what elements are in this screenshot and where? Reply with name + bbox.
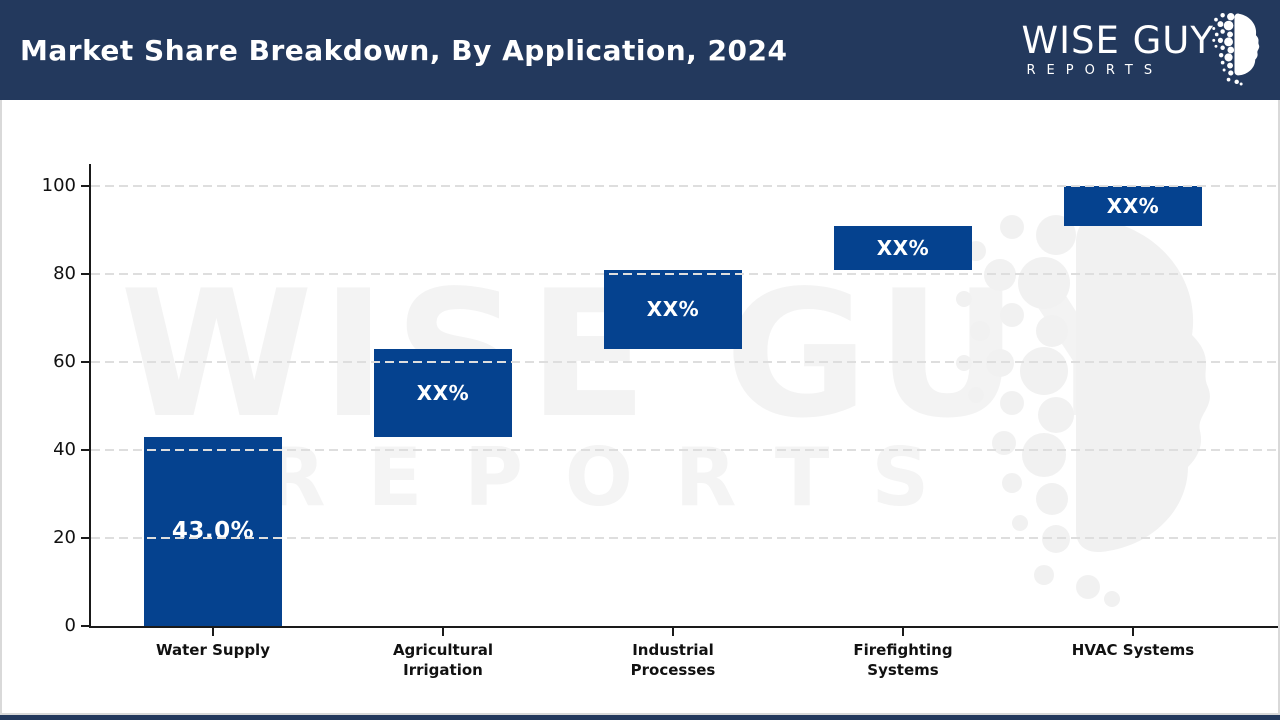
gridline-100	[91, 185, 1278, 187]
x-tick-label-water-supply: Water Supply	[156, 641, 270, 659]
y-tick-mark	[81, 273, 89, 275]
gridline-40	[91, 449, 1278, 451]
chart-area: WISE GUY REPORTS 0 20 40 60 80 100 43.0% Water …	[0, 100, 1280, 715]
bar-value-label: XX%	[416, 380, 470, 405]
x-tick-label-firefighting-systems: Firefighting Systems	[853, 641, 953, 679]
y-tick-mark	[81, 625, 89, 627]
page-title: Market Share Breakdown, By Application, …	[20, 33, 788, 67]
bar-value-label: XX%	[646, 297, 700, 322]
bar-hvac-systems: XX%	[1064, 186, 1202, 226]
brand-name: WISE GUY	[1021, 19, 1214, 62]
y-tick-mark	[81, 185, 89, 187]
y-tick-mark	[81, 449, 89, 451]
y-tick-label: 40	[53, 439, 76, 460]
bar-value-label: 43.0%	[171, 518, 255, 545]
gridline-60	[91, 361, 1278, 363]
gridline-20	[91, 537, 1278, 539]
bar-value-label: XX%	[1106, 193, 1160, 218]
brand-logo-text: WISE GUY REPORTS	[1022, 22, 1214, 78]
y-tick-label: 100	[41, 175, 76, 196]
x-tick-label-hvac-systems: HVAC Systems	[1071, 641, 1195, 659]
bar-water-supply: 43.0%	[144, 436, 282, 626]
y-tick-label: 20	[53, 527, 76, 548]
x-tick-mark	[212, 628, 214, 636]
brand-subtitle: REPORTS	[1026, 63, 1164, 78]
bar-firefighting-systems: XX%	[834, 225, 972, 270]
bar-value-label: XX%	[876, 235, 930, 260]
gridline-80	[91, 273, 1278, 275]
x-axis-spine	[89, 626, 1278, 628]
bar-agricultural-irrigation: XX%	[374, 348, 512, 437]
y-axis-spine	[89, 164, 91, 628]
x-tick-mark	[1132, 628, 1134, 636]
x-tick-mark	[442, 628, 444, 636]
y-tick-label: 60	[53, 351, 76, 372]
x-tick-mark	[672, 628, 674, 636]
x-tick-mark	[902, 628, 904, 636]
y-tick-label: 80	[53, 263, 76, 284]
y-tick-label: 0	[64, 615, 76, 636]
header-bar: Market Share Breakdown, By Application, …	[0, 0, 1280, 100]
y-tick-mark	[81, 361, 89, 363]
x-tick-label-industrial-processes: Industrial Processes	[630, 641, 716, 679]
footer-accent-bar	[0, 715, 1280, 720]
bar-industrial-processes: XX%	[604, 269, 742, 349]
y-tick-mark	[81, 537, 89, 539]
x-tick-label-agricultural-irrigation: Agricultural Irrigation	[392, 641, 494, 679]
brand-logo: WISE GUY REPORTS	[1022, 9, 1270, 91]
